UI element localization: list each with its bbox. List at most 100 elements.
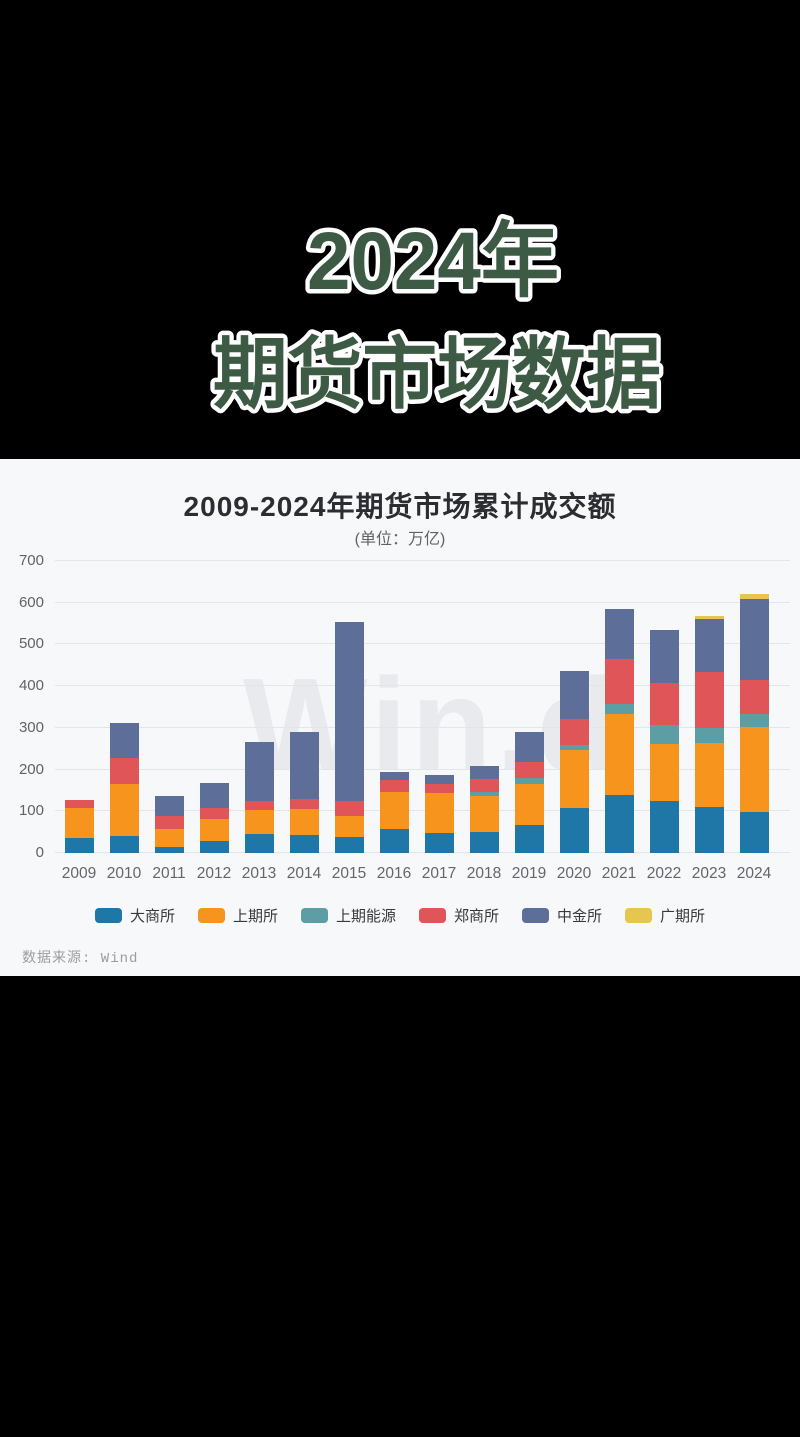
legend-label-中金所: 中金所: [557, 908, 603, 925]
bar-segment-上期能源-2022: [649, 725, 679, 744]
bar-segment-大商所-2023: [694, 807, 724, 853]
bar-segment-大商所-2020: [559, 808, 589, 853]
bar-segment-大商所-2012: [199, 840, 229, 853]
y-tick-label: 700: [18, 552, 44, 569]
bar-2024: [739, 594, 769, 853]
bar-segment-上期能源-2023: [694, 727, 724, 744]
bar-segment-大商所-2018: [469, 832, 499, 853]
bar-segment-大商所-2011: [154, 846, 184, 853]
bar-segment-郑商所-2012: [199, 808, 229, 820]
plot-area: Win.d: [55, 560, 790, 853]
bar-segment-郑商所-2013: [244, 800, 274, 811]
x-tick-label-2010: 2010: [106, 865, 142, 882]
bar-segment-大商所-2017: [424, 833, 454, 853]
bar-segment-上期所-2012: [199, 819, 229, 841]
bar-segment-大商所-2016: [379, 828, 409, 853]
legend-item-上期能源: 上期能源: [300, 905, 396, 926]
bar-segment-上期所-2022: [649, 743, 679, 801]
bar-segment-上期所-2016: [379, 791, 409, 829]
bar-segment-中金所-2018: [469, 765, 499, 780]
legend-item-郑商所: 郑商所: [419, 905, 499, 926]
x-tick-label-2024: 2024: [736, 865, 772, 882]
bar-segment-上期所-2018: [469, 795, 499, 833]
chart-panel: 2009-2024年期货市场累计成交额 (单位：万亿) Win.d 大商所 上期所…: [0, 459, 800, 976]
bar-segment-大商所-2019: [514, 825, 544, 853]
bar-segment-中金所-2020: [559, 671, 589, 719]
bar-segment-大商所-2009: [64, 838, 94, 853]
bar-segment-大商所-2024: [739, 812, 769, 853]
legend-label-上期所: 上期所: [232, 908, 278, 925]
bar-2014: [289, 731, 319, 853]
bar-segment-郑商所-2016: [379, 779, 409, 792]
bar-segment-上期所-2021: [604, 714, 634, 795]
bar-2016: [379, 771, 409, 853]
legend-swatch-上期能源: [300, 908, 328, 923]
bar-2011: [154, 795, 184, 853]
bar-segment-郑商所-2020: [559, 718, 589, 746]
legend-swatch-大商所: [94, 908, 122, 923]
legend-item-中金所: 中金所: [522, 905, 602, 926]
gridline-100: [55, 810, 790, 812]
bar-segment-中金所-2016: [379, 771, 409, 780]
bar-2009: [64, 799, 94, 853]
x-tick-label-2016: 2016: [376, 865, 412, 882]
chart-subtitle: (单位：万亿): [354, 531, 446, 548]
bar-2010: [109, 722, 139, 853]
bar-segment-郑商所-2017: [424, 784, 454, 794]
legend: 大商所 上期所 上期能源 郑商所 中金所 广期所: [0, 905, 800, 926]
bar-segment-上期所-2014: [289, 809, 319, 836]
header-title-subject: 期货市场数据: [213, 330, 661, 418]
bar-2019: [514, 732, 544, 853]
legend-label-上期能源: 上期能源: [335, 908, 396, 925]
bar-segment-郑商所-2024: [739, 679, 769, 715]
bar-segment-郑商所-2009: [64, 799, 94, 808]
bar-2012: [199, 782, 229, 853]
bar-segment-上期所-2024: [739, 726, 769, 813]
bar-segment-上期所-2020: [559, 750, 589, 809]
y-tick-label: 300: [18, 718, 44, 736]
bar-segment-中金所-2012: [199, 782, 229, 809]
bar-2022: [649, 629, 679, 853]
x-tick-label-2018: 2018: [466, 865, 502, 882]
bar-segment-郑商所-2010: [109, 758, 139, 785]
bar-segment-上期所-2023: [694, 743, 724, 808]
bar-segment-上期能源-2018: [469, 791, 499, 796]
bar-segment-郑商所-2014: [289, 799, 319, 810]
x-tick-label-2015: 2015: [331, 865, 367, 882]
gridline-0: [55, 852, 790, 853]
bar-segment-大商所-2021: [604, 794, 634, 853]
gridline-300: [55, 726, 790, 728]
bar-segment-中金所-2010: [109, 722, 139, 759]
bar-segment-大商所-2013: [244, 834, 274, 853]
bar-segment-广期所-2023: [694, 615, 724, 620]
x-tick-label-2021: 2021: [601, 865, 637, 882]
header-section: 2024年 期货市场数据: [209, 212, 666, 423]
y-tick-label: 100: [18, 802, 44, 820]
gridline-400: [55, 685, 790, 687]
bar-segment-上期能源-2019: [514, 778, 544, 785]
data-source-note: 数据来源: Wind: [22, 951, 139, 967]
bar-segment-中金所-2017: [424, 775, 454, 785]
gridline-700: [55, 560, 790, 561]
bar-2018: [469, 765, 499, 853]
x-tick-label-2013: 2013: [241, 865, 277, 882]
bar-2020: [559, 671, 589, 853]
legend-swatch-郑商所: [419, 908, 446, 923]
bar-2013: [244, 741, 274, 853]
legend-swatch-上期所: [197, 908, 225, 923]
y-tick-label: 0: [35, 844, 44, 861]
legend-item-大商所: 大商所: [94, 905, 175, 926]
legend-item-上期所: 上期所: [197, 905, 278, 926]
bar-segment-中金所-2013: [244, 741, 274, 801]
y-tick-label: 500: [18, 635, 44, 653]
header-title-year: 2024年: [307, 216, 559, 307]
bar-segment-郑商所-2019: [514, 762, 544, 779]
x-tick-label-2019: 2019: [511, 865, 547, 882]
bar-segment-中金所-2015: [334, 622, 364, 801]
y-tick-label: 400: [18, 677, 44, 695]
bar-segment-中金所-2014: [289, 731, 319, 800]
bar-segment-大商所-2022: [649, 800, 679, 853]
x-tick-label-2009: 2009: [61, 865, 97, 882]
legend-label-郑商所: 郑商所: [454, 908, 500, 925]
